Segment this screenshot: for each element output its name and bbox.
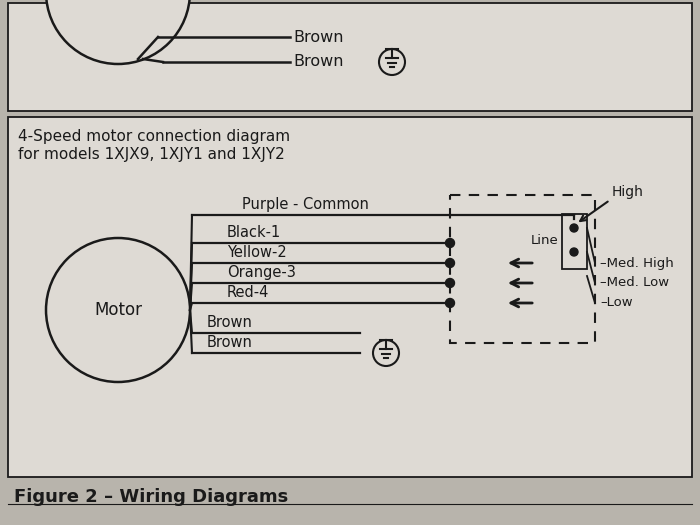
Text: Red-4: Red-4 <box>227 285 270 300</box>
Bar <box>450 195 595 343</box>
Text: Brown: Brown <box>293 55 344 69</box>
Text: 4-Speed motor connection diagram: 4-Speed motor connection diagram <box>18 129 290 144</box>
Text: Brown: Brown <box>207 315 253 330</box>
Circle shape <box>570 224 578 232</box>
Circle shape <box>46 238 190 382</box>
Circle shape <box>570 248 578 256</box>
Bar <box>8 3 692 111</box>
Text: Black-1: Black-1 <box>227 225 281 240</box>
Circle shape <box>445 238 454 247</box>
Text: Brown: Brown <box>207 335 253 350</box>
Text: –Low: –Low <box>600 297 633 310</box>
Text: Brown: Brown <box>293 29 344 45</box>
Text: Orange-3: Orange-3 <box>227 265 296 280</box>
Text: –Med. Low: –Med. Low <box>600 277 669 289</box>
Text: High: High <box>612 185 644 199</box>
Text: for models 1XJX9, 1XJY1 and 1XJY2: for models 1XJX9, 1XJY1 and 1XJY2 <box>18 147 285 162</box>
Circle shape <box>445 278 454 288</box>
Text: Figure 2 – Wiring Diagrams: Figure 2 – Wiring Diagrams <box>14 488 288 506</box>
Bar <box>8 117 692 477</box>
Circle shape <box>445 258 454 268</box>
Bar <box>562 214 587 269</box>
Circle shape <box>46 0 190 64</box>
Text: Motor: Motor <box>94 301 142 319</box>
Text: Purple - Common: Purple - Common <box>242 197 369 212</box>
Text: Yellow-2: Yellow-2 <box>227 245 287 260</box>
Text: –Med. High: –Med. High <box>600 257 673 269</box>
Circle shape <box>445 299 454 308</box>
Text: Line: Line <box>531 235 559 247</box>
